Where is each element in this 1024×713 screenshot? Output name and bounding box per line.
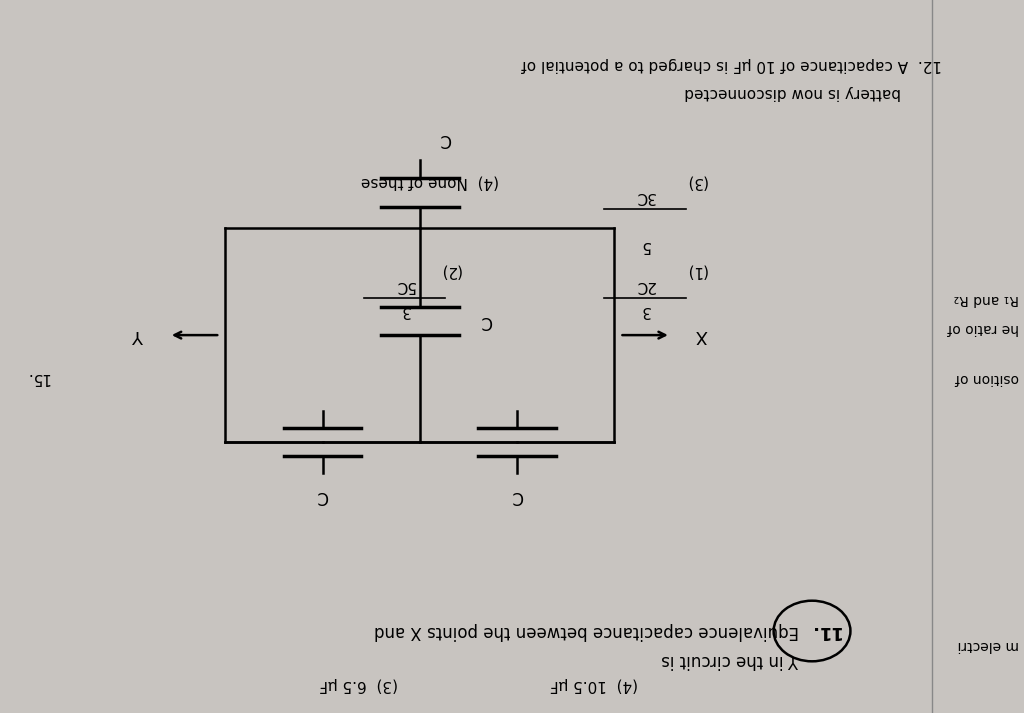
Text: m electri: m electri	[957, 638, 1019, 652]
Text: (4)  10.5 μF: (4) 10.5 μF	[550, 677, 638, 692]
Text: C: C	[511, 486, 523, 505]
Text: Equivalence capacitance between the points X and: Equivalence capacitance between the poin…	[374, 622, 799, 640]
Text: 3: 3	[640, 302, 650, 318]
Text: C: C	[439, 130, 452, 148]
Text: battery is now disconnected: battery is now disconnected	[684, 85, 901, 101]
Text: (1): (1)	[686, 263, 707, 279]
Text: he ratio of: he ratio of	[947, 321, 1019, 335]
Text: 5C: 5C	[394, 277, 415, 293]
Text: (3)  6.5 μF: (3) 6.5 μF	[319, 677, 397, 692]
Text: osition of: osition of	[954, 371, 1019, 385]
Text: 3C: 3C	[635, 188, 655, 204]
Text: 15.: 15.	[26, 370, 50, 386]
Text: (3): (3)	[686, 174, 707, 190]
Text: Y: Y	[133, 326, 143, 344]
Text: R₁ and R₂: R₁ and R₂	[953, 292, 1019, 307]
Text: X: X	[695, 326, 708, 344]
Text: 11.: 11.	[808, 622, 840, 640]
Text: (2): (2)	[440, 263, 461, 279]
Text: 5: 5	[640, 238, 650, 254]
Text: C: C	[480, 312, 493, 330]
Text: 12.  A capacitance of 10 μF is charged to a potential of: 12. A capacitance of 10 μF is charged to…	[521, 56, 942, 72]
Text: 2C: 2C	[635, 277, 655, 293]
Text: C: C	[316, 486, 329, 505]
Text: (4)  None of these: (4) None of these	[361, 174, 499, 190]
Text: 3: 3	[399, 302, 410, 318]
Text: Y in the circuit is: Y in the circuit is	[660, 650, 799, 669]
